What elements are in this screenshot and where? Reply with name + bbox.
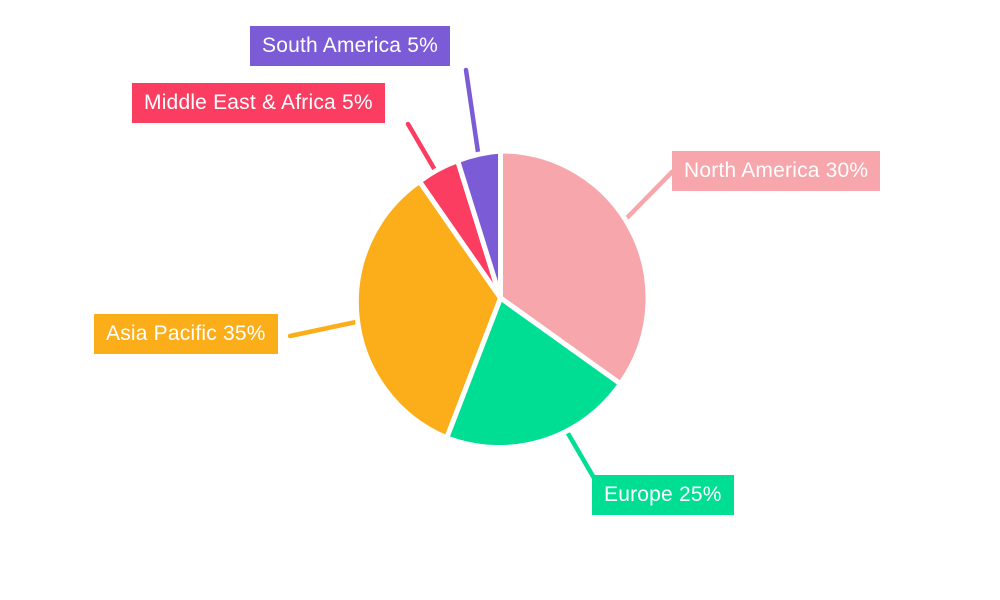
pie-slice-south-america[interactable]	[455, 148, 503, 301]
pie-wedges	[353, 148, 651, 450]
leader-line-asia-pacific	[287, 319, 359, 339]
pie-label-asia-pacific[interactable]: Asia Pacific 35%	[94, 314, 278, 354]
pie-label-south-america[interactable]: South America 5%	[250, 26, 450, 66]
leader-lines	[287, 67, 675, 481]
leader-line-europe	[563, 427, 597, 481]
pie-slice-europe[interactable]	[444, 295, 623, 450]
leader-line-middle-east-africa	[405, 121, 442, 180]
pie-label-middle-east-africa[interactable]: Middle East & Africa 5%	[132, 83, 385, 123]
pie-slice-asia-pacific[interactable]	[353, 178, 503, 441]
pie-slice-north-america[interactable]	[498, 148, 651, 387]
pie-label-north-america[interactable]: North America 30%	[672, 151, 881, 191]
leader-line-north-america	[616, 169, 675, 229]
pie-label-europe[interactable]: Europe 25%	[592, 475, 734, 515]
leader-line-south-america	[463, 67, 482, 162]
